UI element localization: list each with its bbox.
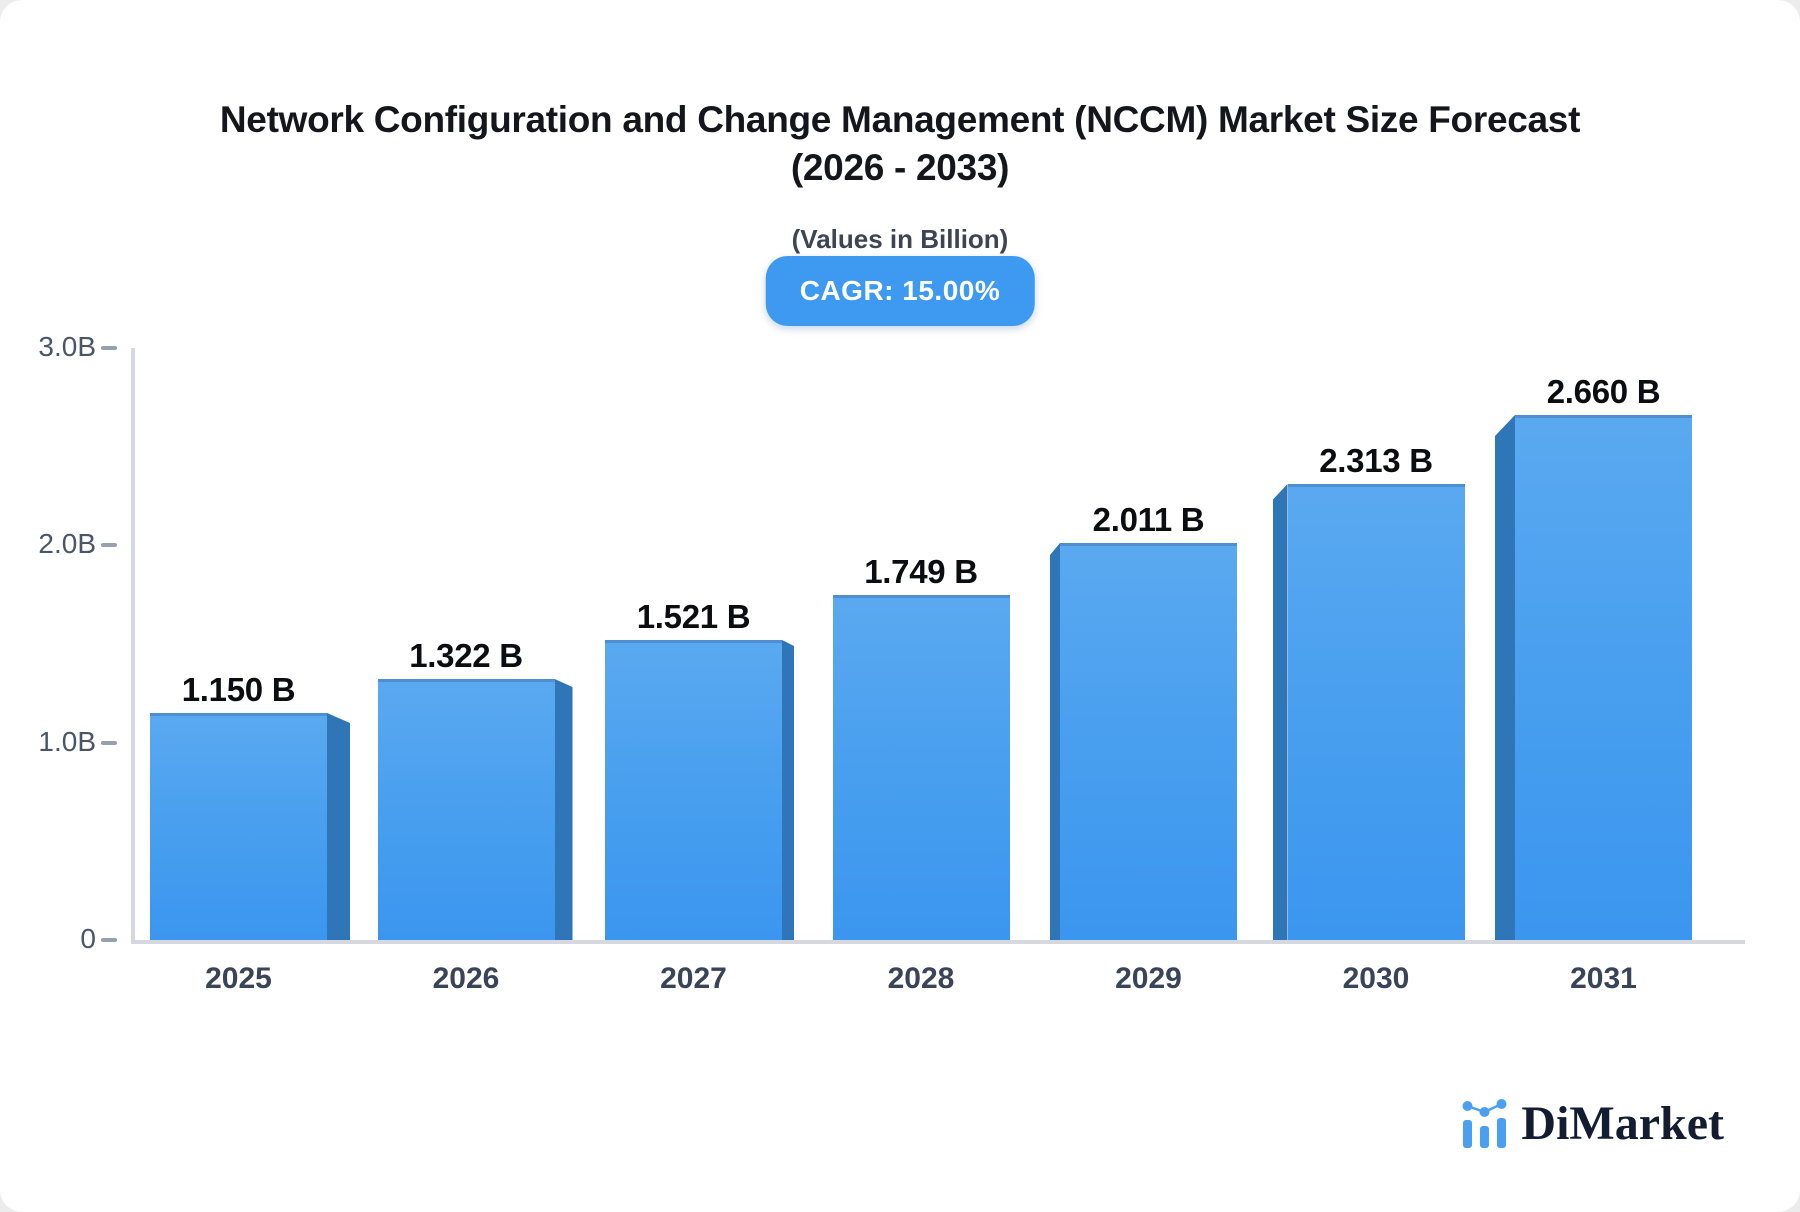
y-tick-label-2.0B: 2.0B <box>38 528 96 560</box>
brand-logo: DiMarket <box>1461 1096 1724 1148</box>
chart-subtitle: (Values in Billion) <box>791 224 1009 254</box>
bar-value-label-2029: 2.011 B <box>1092 501 1205 538</box>
x-tick-label-2031: 2031 <box>1570 962 1637 995</box>
bar-2030 <box>1287 484 1465 940</box>
mini-bar-chart-icon <box>1462 1099 1507 1148</box>
bar-2026 <box>377 679 555 940</box>
bar-side-2025 <box>327 713 350 940</box>
y-tick-label-3.0B: 3.0B <box>38 331 96 363</box>
chart-title-line2: (2026 - 2033) <box>790 147 1010 188</box>
bar-2031 <box>1515 415 1692 940</box>
x-tick-label-2025: 2025 <box>205 962 272 995</box>
y-tick-mark <box>101 938 117 942</box>
x-axis-line <box>131 940 1745 944</box>
bar-value-label-2030: 2.313 B <box>1319 442 1433 479</box>
bar-value-label-2031: 2.660 B <box>1546 373 1661 410</box>
x-tick-label-2030: 2030 <box>1342 962 1410 995</box>
bar-side-2030 <box>1272 484 1288 940</box>
bar-side-2031 <box>1495 415 1515 940</box>
chart-title-line1: Network Configuration and Change Managem… <box>219 99 1581 140</box>
bar-2025 <box>150 713 327 940</box>
y-tick-mark <box>101 543 117 548</box>
bar-2028 <box>832 595 1010 940</box>
y-tick-mark <box>101 740 117 745</box>
cagr-badge: CAGR: 15.00% <box>765 256 1035 326</box>
chart-title: Network Configuration and Change Managem… <box>0 96 1800 192</box>
y-tick-label-1.0B: 1.0B <box>38 725 96 757</box>
bar-side-2026 <box>554 679 573 940</box>
bar-value-label-2025: 1.150 B <box>181 671 296 708</box>
bar-side-2027 <box>782 640 794 940</box>
bar-2027 <box>605 640 782 940</box>
x-tick-label-2026: 2026 <box>432 962 500 995</box>
x-tick-label-2027: 2027 <box>660 962 727 995</box>
bar-value-label-2028: 1.749 B <box>864 553 978 590</box>
y-tick-label-0: 0 <box>80 923 96 954</box>
bar-value-label-2026: 1.322 B <box>409 637 523 674</box>
bar-value-label-2027: 1.521 B <box>636 598 751 635</box>
y-axis-line <box>131 348 135 940</box>
bar-side-2029 <box>1050 543 1060 940</box>
x-tick-label-2029: 2029 <box>1115 962 1182 995</box>
x-tick-label-2028: 2028 <box>887 962 955 995</box>
y-tick-mark <box>101 346 117 351</box>
bar-2029 <box>1060 543 1237 940</box>
brand-name: DiMarket <box>1521 1097 1724 1150</box>
